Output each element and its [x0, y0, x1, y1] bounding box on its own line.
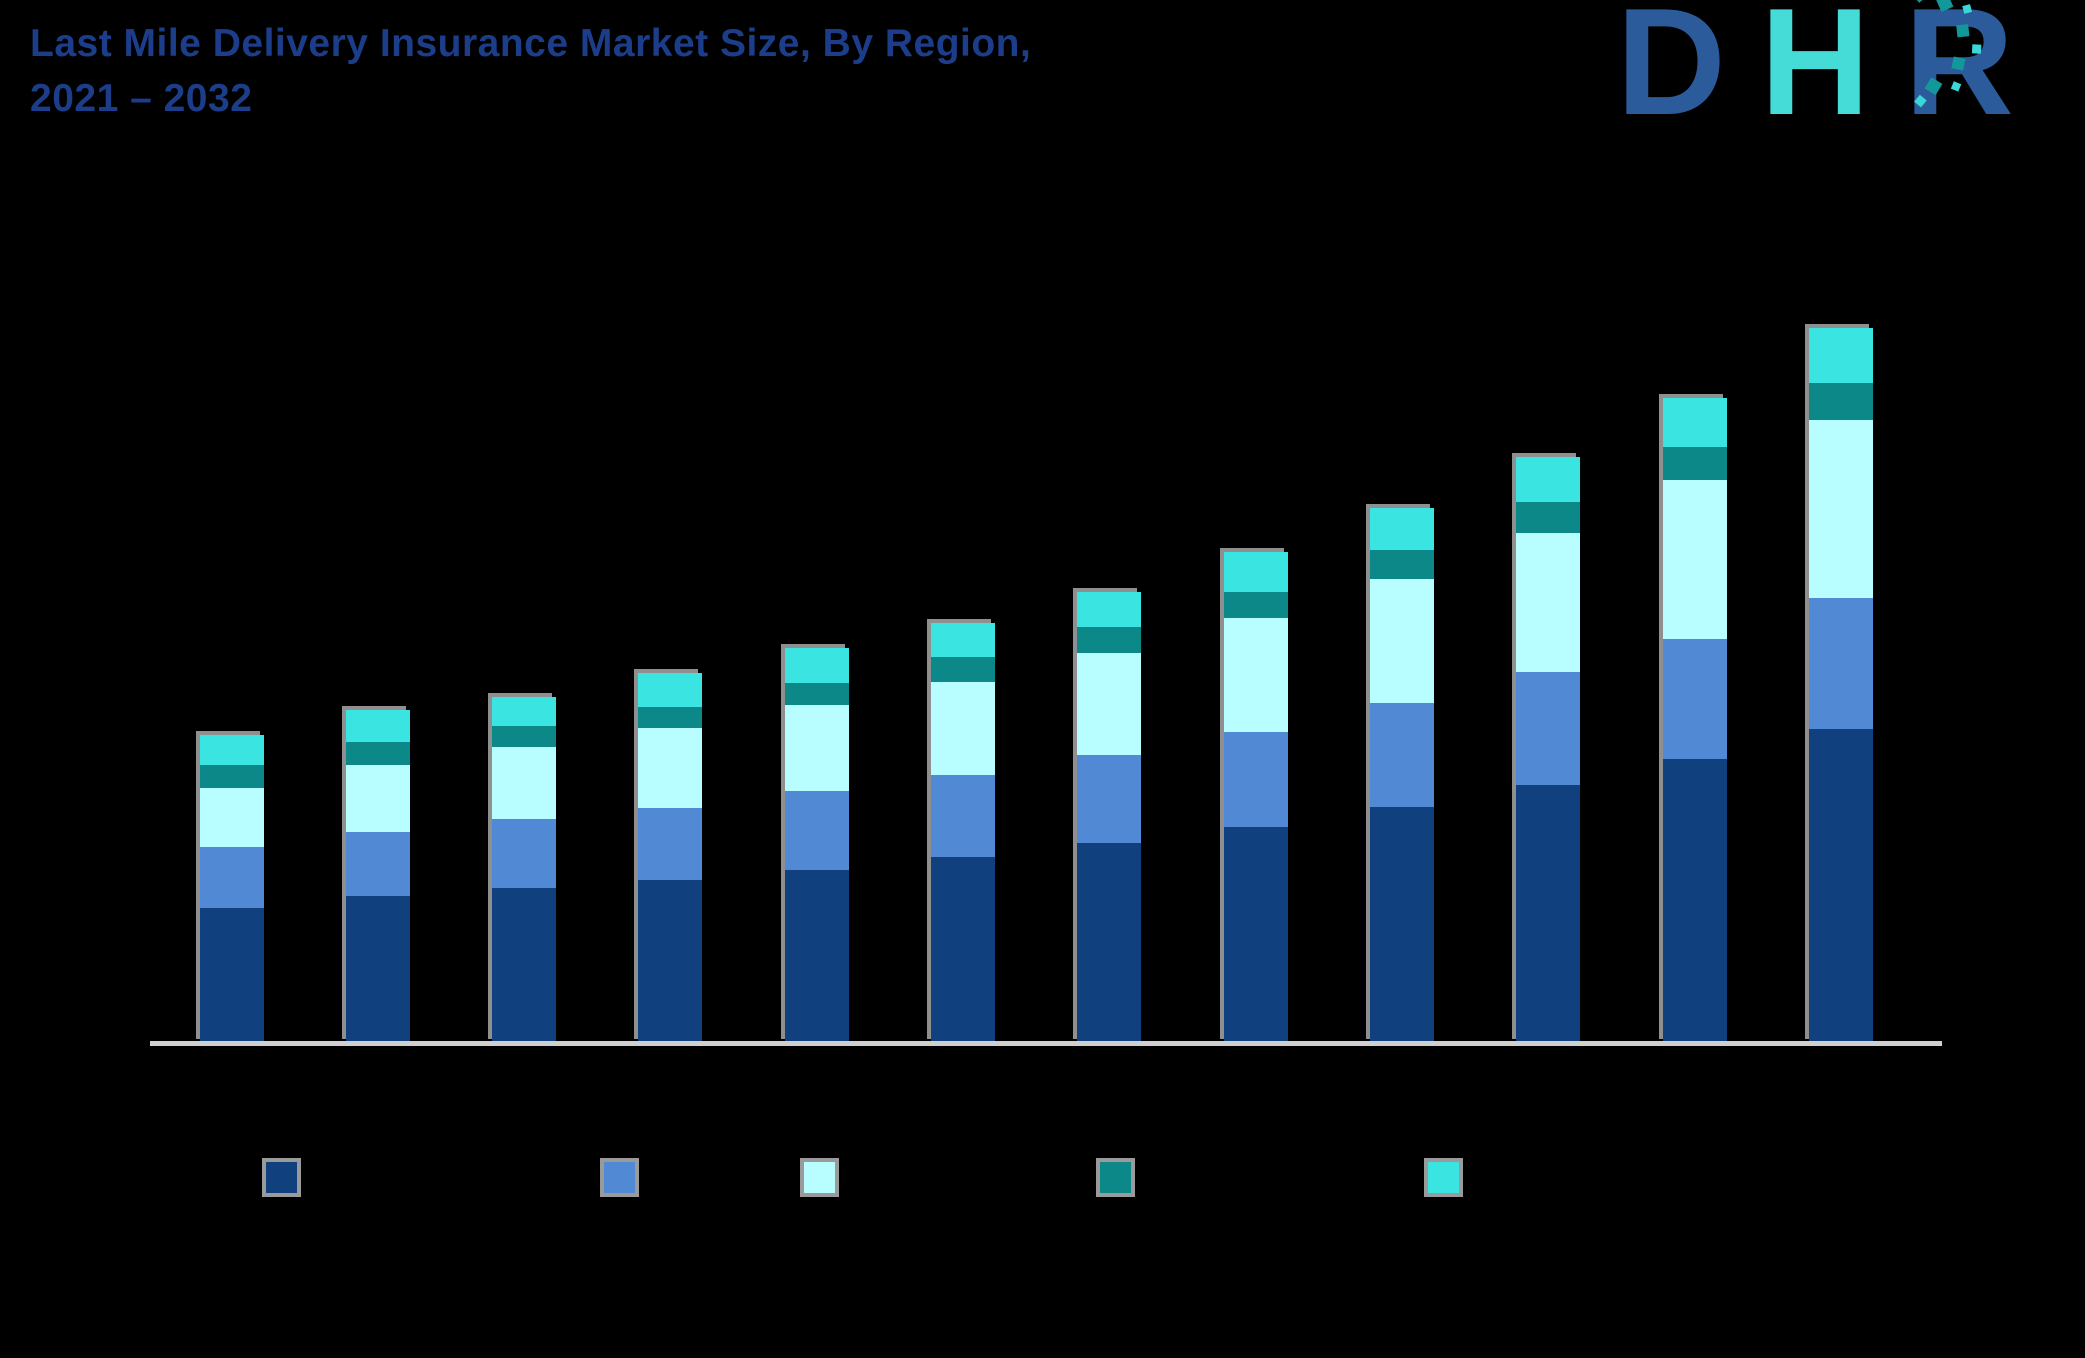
bar-2031-segment-3-pale-cyan: [1662, 480, 1727, 639]
bar-2028-segment-2-medium-blue: [1223, 732, 1288, 827]
bar-2022-segment-4-teal: [345, 742, 410, 765]
bar-2026-segment-3-pale-cyan: [931, 682, 995, 775]
bar-2027-segment-4-teal: [1077, 627, 1142, 653]
bar-2028-segment-3-pale-cyan: [1223, 618, 1288, 732]
bar-2025-segment-1-navy: [784, 870, 849, 1043]
bar-2029-segment-5-turquoise: [1369, 508, 1434, 550]
bar-2027: [1077, 592, 1142, 1043]
logo-dot-icon: [1936, 0, 1954, 12]
bar-2032-segment-4-teal: [1808, 383, 1873, 420]
bar-2024-segment-4-teal: [638, 707, 703, 728]
x-axis-line: [150, 1041, 1942, 1046]
bar-2031-segment-5-turquoise: [1662, 398, 1727, 447]
bar-2031-segment-2-medium-blue: [1662, 639, 1727, 759]
bar-2021-segment-5-turquoise: [199, 735, 264, 765]
bar-2029-segment-1-navy: [1369, 807, 1434, 1043]
bar-2022-segment-1-navy: [345, 896, 410, 1043]
bar-2023-segment-2-medium-blue: [492, 819, 557, 888]
bar-2026-segment-1-navy: [931, 857, 995, 1043]
logo-dot-icon: [1962, 4, 1973, 14]
bar-2024-segment-3-pale-cyan: [638, 728, 703, 808]
bar-2022: [345, 710, 410, 1043]
bar-2021-segment-4-teal: [199, 765, 264, 788]
bar-2022-segment-3-pale-cyan: [345, 765, 410, 832]
legend-swatch-4: [1096, 1158, 1135, 1197]
bar-2029-segment-4-teal: [1369, 550, 1434, 579]
bar-2032-segment-5-turquoise: [1808, 328, 1873, 383]
bar-2026: [931, 623, 995, 1043]
bar-2031: [1662, 398, 1727, 1043]
bar-2027-segment-1-navy: [1077, 843, 1142, 1043]
bar-2023-segment-1-navy: [492, 888, 557, 1043]
bar-2025-segment-2-medium-blue: [784, 791, 849, 870]
bar-2026-segment-5-turquoise: [931, 623, 995, 657]
bar-2023-segment-5-turquoise: [492, 697, 557, 726]
bar-2032-segment-3-pale-cyan: [1808, 420, 1873, 598]
legend-swatch-3: [800, 1158, 839, 1197]
bar-2028-segment-4-teal: [1223, 592, 1288, 618]
bar-2029-segment-2-medium-blue: [1369, 703, 1434, 807]
bar-2030-segment-4-teal: [1516, 502, 1581, 533]
legend-swatch-1: [262, 1158, 301, 1197]
bar-2024-segment-2-medium-blue: [638, 808, 703, 880]
bar-2021: [199, 735, 264, 1043]
bar-2028: [1223, 552, 1288, 1043]
logo-dots-arc-icon: [1912, 0, 1982, 108]
bar-2030-segment-3-pale-cyan: [1516, 533, 1581, 672]
bar-2030-segment-5-turquoise: [1516, 457, 1581, 502]
bar-2027-segment-5-turquoise: [1077, 592, 1142, 627]
chart-title-line1: Last Mile Delivery Insurance Market Size…: [30, 22, 1032, 65]
bar-2032-segment-2-medium-blue: [1808, 598, 1873, 729]
legend-swatch-5: [1424, 1158, 1463, 1197]
bar-2028-segment-1-navy: [1223, 827, 1288, 1043]
bar-2021-segment-3-pale-cyan: [199, 788, 264, 847]
bar-2024-segment-1-navy: [638, 880, 703, 1043]
legend-swatch-2: [600, 1158, 639, 1197]
logo-dot-icon: [1971, 44, 1982, 54]
bar-2032: [1808, 328, 1873, 1043]
bar-2021-segment-1-navy: [199, 908, 264, 1043]
bar-2028-segment-5-turquoise: [1223, 552, 1288, 592]
bar-2027-segment-3-pale-cyan: [1077, 653, 1142, 755]
logo-letter-d: D: [1616, 0, 1726, 147]
chart-title: Last Mile Delivery Insurance Market Size…: [30, 16, 1031, 127]
bar-2030: [1516, 457, 1581, 1043]
bar-2025-segment-3-pale-cyan: [784, 705, 849, 791]
bar-2030-segment-2-medium-blue: [1516, 672, 1581, 785]
bar-2026-segment-2-medium-blue: [931, 775, 995, 857]
bar-2032-segment-1-navy: [1808, 729, 1873, 1043]
bar-2021-segment-2-medium-blue: [199, 847, 264, 908]
bar-2027-segment-2-medium-blue: [1077, 755, 1142, 843]
bar-2023-segment-4-teal: [492, 726, 557, 747]
bar-2024: [638, 673, 703, 1043]
logo-dot-icon: [1924, 77, 1943, 96]
bar-2025: [784, 648, 849, 1043]
bar-2023: [492, 697, 557, 1043]
logo-dot-icon: [1914, 94, 1927, 108]
bar-2029: [1369, 508, 1434, 1043]
bar-2031-segment-4-teal: [1662, 447, 1727, 480]
bar-2024-segment-5-turquoise: [638, 673, 703, 707]
bar-2026-segment-4-teal: [931, 657, 995, 682]
bar-2029-segment-3-pale-cyan: [1369, 579, 1434, 703]
dhr-logo: D H R: [1616, 0, 2014, 147]
chart-title-line2: 2021 – 2032: [30, 77, 253, 121]
bar-2025-segment-5-turquoise: [784, 648, 849, 683]
bar-2030-segment-1-navy: [1516, 785, 1581, 1043]
logo-dot-icon: [1956, 24, 1970, 38]
bar-2025-segment-4-teal: [784, 683, 849, 705]
logo-letter-h: H: [1760, 0, 1870, 147]
bar-2022-segment-2-medium-blue: [345, 832, 410, 896]
bar-2022-segment-5-turquoise: [345, 710, 410, 742]
bar-2023-segment-3-pale-cyan: [492, 747, 557, 819]
logo-dot-icon: [1951, 56, 1966, 71]
logo-dot-icon: [1950, 81, 1962, 92]
bar-2031-segment-1-navy: [1662, 759, 1727, 1043]
